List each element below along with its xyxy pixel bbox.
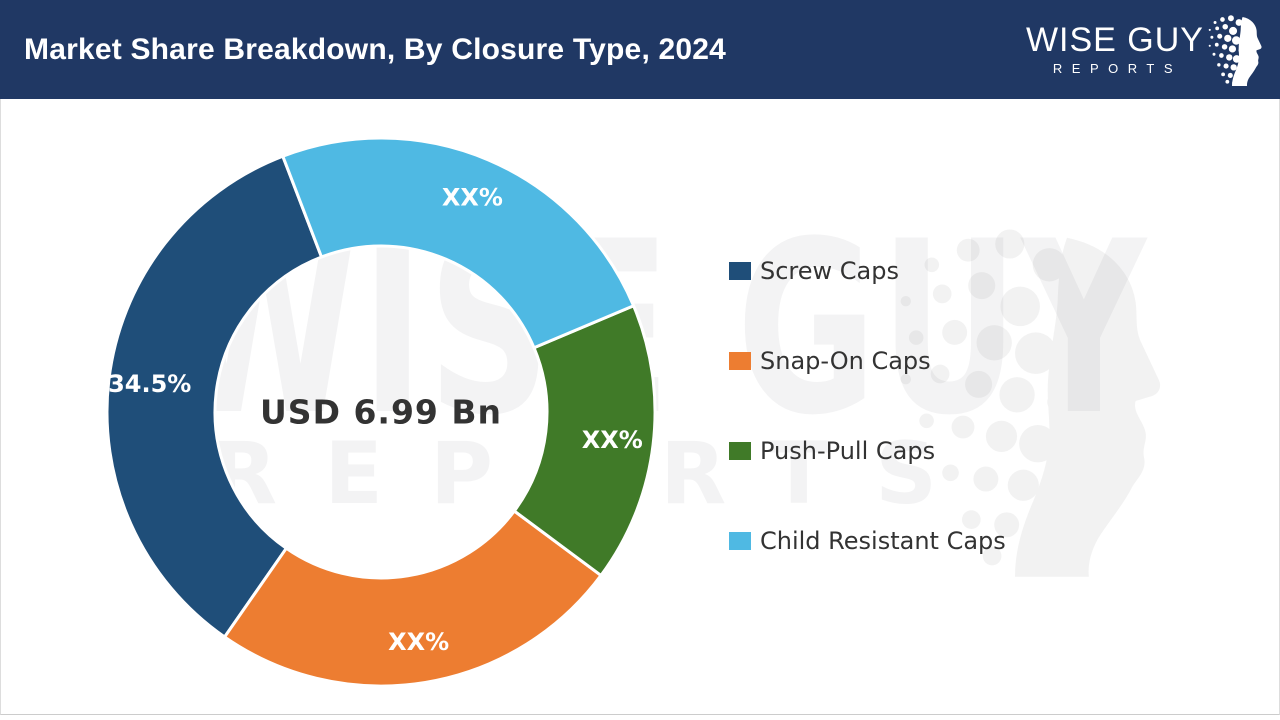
slice-label-snap-on-caps: XX% [388, 628, 449, 656]
legend-swatch-screw-caps [729, 262, 751, 280]
legend-label-child-resistant-caps: Child Resistant Caps [760, 527, 1006, 555]
logo-wordmark: WISE GUY [1025, 21, 1204, 59]
donut-segment-child-resistant-caps [281, 136, 636, 350]
chart-legend: Screw Caps Snap-On Caps Push-Pull Caps Chil… [729, 257, 1006, 617]
wiseguy-face-icon [1200, 14, 1264, 86]
legend-item-screw-caps: Screw Caps [729, 257, 1006, 285]
chart-canvas: WISE GUY REPORTS 34.5%XX%XX%XX%USD 6.99 … [0, 99, 1280, 715]
header-bar: Market Share Breakdown, By Closure Type,… [0, 0, 1280, 99]
page-title: Market Share Breakdown, By Closure Type,… [24, 32, 727, 66]
legend-item-snap-on-caps: Snap-On Caps [729, 347, 1006, 375]
slice-label-child-resistant-caps: XX% [442, 184, 503, 212]
legend-item-child-resistant-caps: Child Resistant Caps [729, 527, 1006, 555]
legend-swatch-push-pull-caps [729, 442, 751, 460]
slice-label-screw-caps: 34.5% [108, 370, 191, 398]
legend-label-snap-on-caps: Snap-On Caps [760, 347, 931, 375]
donut-center-value: USD 6.99 Bn [260, 393, 502, 432]
legend-swatch-child-resistant-caps [729, 532, 751, 550]
legend-swatch-snap-on-caps [729, 352, 751, 370]
legend-label-screw-caps: Screw Caps [760, 257, 899, 285]
legend-label-push-pull-caps: Push-Pull Caps [760, 437, 936, 465]
donut-chart: 34.5% XX% XX% XX% USD 6.99 Bn [105, 136, 657, 688]
logo-subtitle: REPORTS [1052, 61, 1183, 76]
slice-label-push-pull-caps: XX% [582, 426, 643, 454]
donut-segment-snap-on-caps [223, 509, 603, 688]
legend-item-push-pull-caps: Push-Pull Caps [729, 437, 1006, 465]
logo-text: WISE GUY REPORTS [1026, 23, 1204, 76]
donut-segment-screw-caps [105, 154, 323, 639]
wiseguy-logo: WISE GUY REPORTS [1026, 14, 1264, 86]
